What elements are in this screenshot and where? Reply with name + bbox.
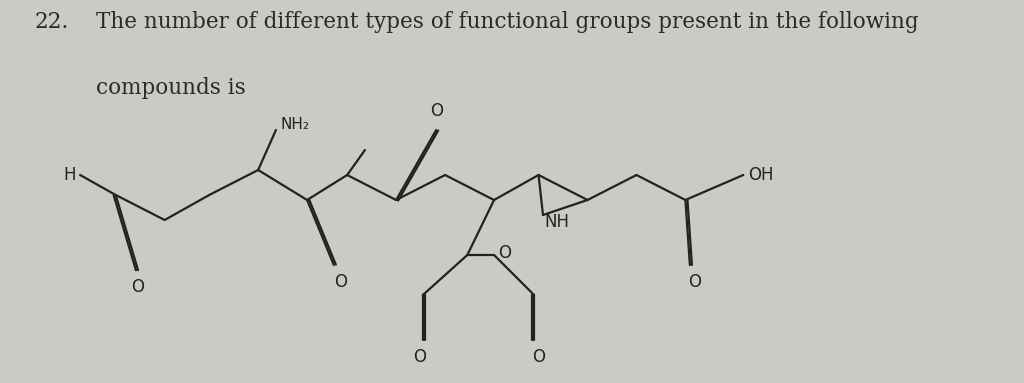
Text: O: O	[414, 348, 427, 366]
Text: O: O	[430, 102, 442, 120]
Text: H: H	[63, 166, 76, 184]
Text: compounds is: compounds is	[95, 77, 246, 98]
Text: 22.: 22.	[35, 11, 69, 33]
Text: O: O	[335, 273, 347, 291]
Text: O: O	[532, 348, 545, 366]
Text: The number of different types of functional groups present in the following: The number of different types of functio…	[95, 11, 919, 33]
Text: O: O	[131, 278, 144, 296]
Text: O: O	[499, 244, 512, 262]
Text: OH: OH	[748, 166, 773, 184]
Text: O: O	[688, 273, 701, 291]
Text: NH₂: NH₂	[281, 117, 309, 132]
Text: NH: NH	[545, 213, 569, 231]
